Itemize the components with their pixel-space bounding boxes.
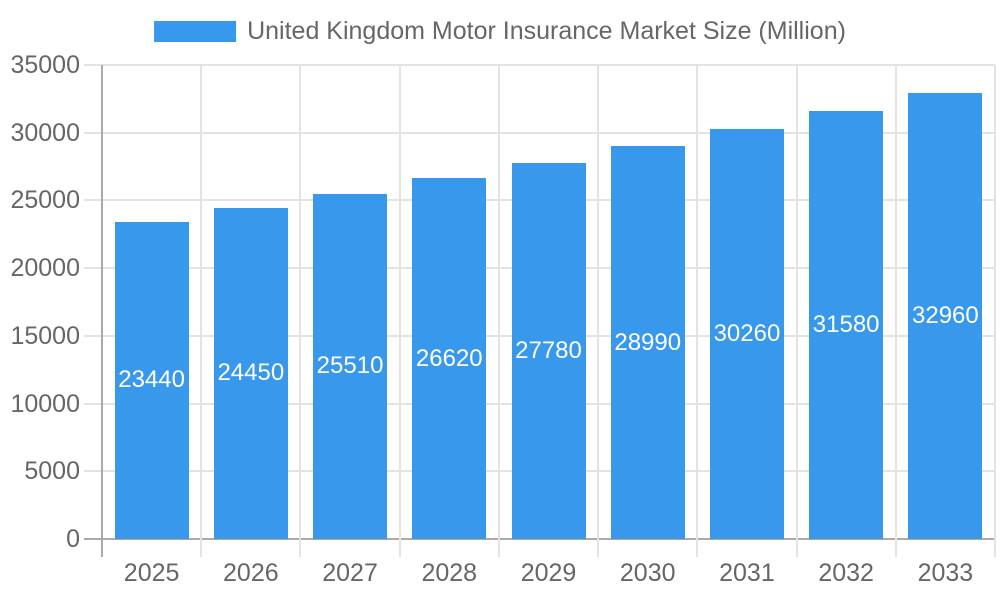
y-axis-line — [101, 65, 103, 557]
legend[interactable]: United Kingdom Motor Insurance Market Si… — [154, 18, 846, 45]
bar-value-label: 24450 — [217, 359, 285, 387]
x-axis-tick-label: 2027 — [322, 559, 378, 587]
x-axis-tick-label: 2025 — [123, 559, 180, 587]
x-axis-tick-label: 2032 — [818, 559, 874, 587]
x-gridline — [994, 65, 996, 557]
bar-value-label: 30260 — [713, 320, 781, 348]
y-axis-tick-label: 25000 — [10, 186, 80, 215]
legend-swatch-icon — [154, 21, 237, 42]
bar-value-label: 28990 — [614, 328, 682, 356]
bar-2033[interactable] — [908, 92, 983, 539]
bar-value-label: 31580 — [812, 311, 880, 339]
x-gridline — [795, 65, 798, 557]
y-axis-tick-label: 0 — [66, 525, 80, 553]
bar-2031[interactable] — [709, 129, 784, 539]
bar-value-label: 26620 — [415, 344, 483, 372]
x-axis-line — [84, 538, 995, 540]
y-axis-tick-label: 15000 — [10, 321, 80, 350]
x-axis-tick-label: 2030 — [619, 559, 676, 587]
x-axis-tick-label: 2031 — [719, 559, 775, 587]
bar-2025[interactable] — [114, 221, 189, 539]
y-axis-tick-label: 10000 — [10, 389, 80, 418]
bar-2028[interactable] — [412, 178, 487, 539]
bar-2026[interactable] — [213, 207, 288, 539]
x-gridline — [597, 65, 600, 557]
x-axis-tick-label: 2029 — [520, 559, 577, 587]
bar-2029[interactable] — [511, 162, 586, 539]
bar-value-label: 25510 — [316, 352, 384, 380]
x-gridline — [200, 65, 203, 557]
x-gridline — [497, 65, 500, 557]
y-axis-tick-label: 5000 — [24, 457, 80, 486]
x-axis-tick-label: 2026 — [223, 559, 279, 587]
x-gridline — [299, 65, 302, 557]
y-gridline — [84, 64, 995, 66]
x-axis-tick-label: 2033 — [917, 559, 974, 587]
bar-value-label: 32960 — [912, 301, 979, 329]
y-axis-tick-label: 20000 — [10, 254, 80, 283]
bar-2030[interactable] — [610, 146, 685, 539]
y-axis-tick-label: 35000 — [10, 51, 80, 79]
x-axis-tick-label: 2028 — [421, 559, 478, 587]
bar-2027[interactable] — [313, 193, 388, 539]
y-gridline — [84, 131, 995, 134]
x-gridline — [894, 65, 897, 557]
bar-2032[interactable] — [809, 111, 884, 539]
x-gridline — [696, 65, 699, 557]
y-axis-tick-label: 30000 — [10, 118, 80, 147]
bar-value-label: 27780 — [515, 336, 582, 364]
bar-value-label: 23440 — [118, 366, 185, 394]
x-gridline — [398, 65, 401, 557]
legend-label: United Kingdom Motor Insurance Market Si… — [247, 17, 846, 45]
